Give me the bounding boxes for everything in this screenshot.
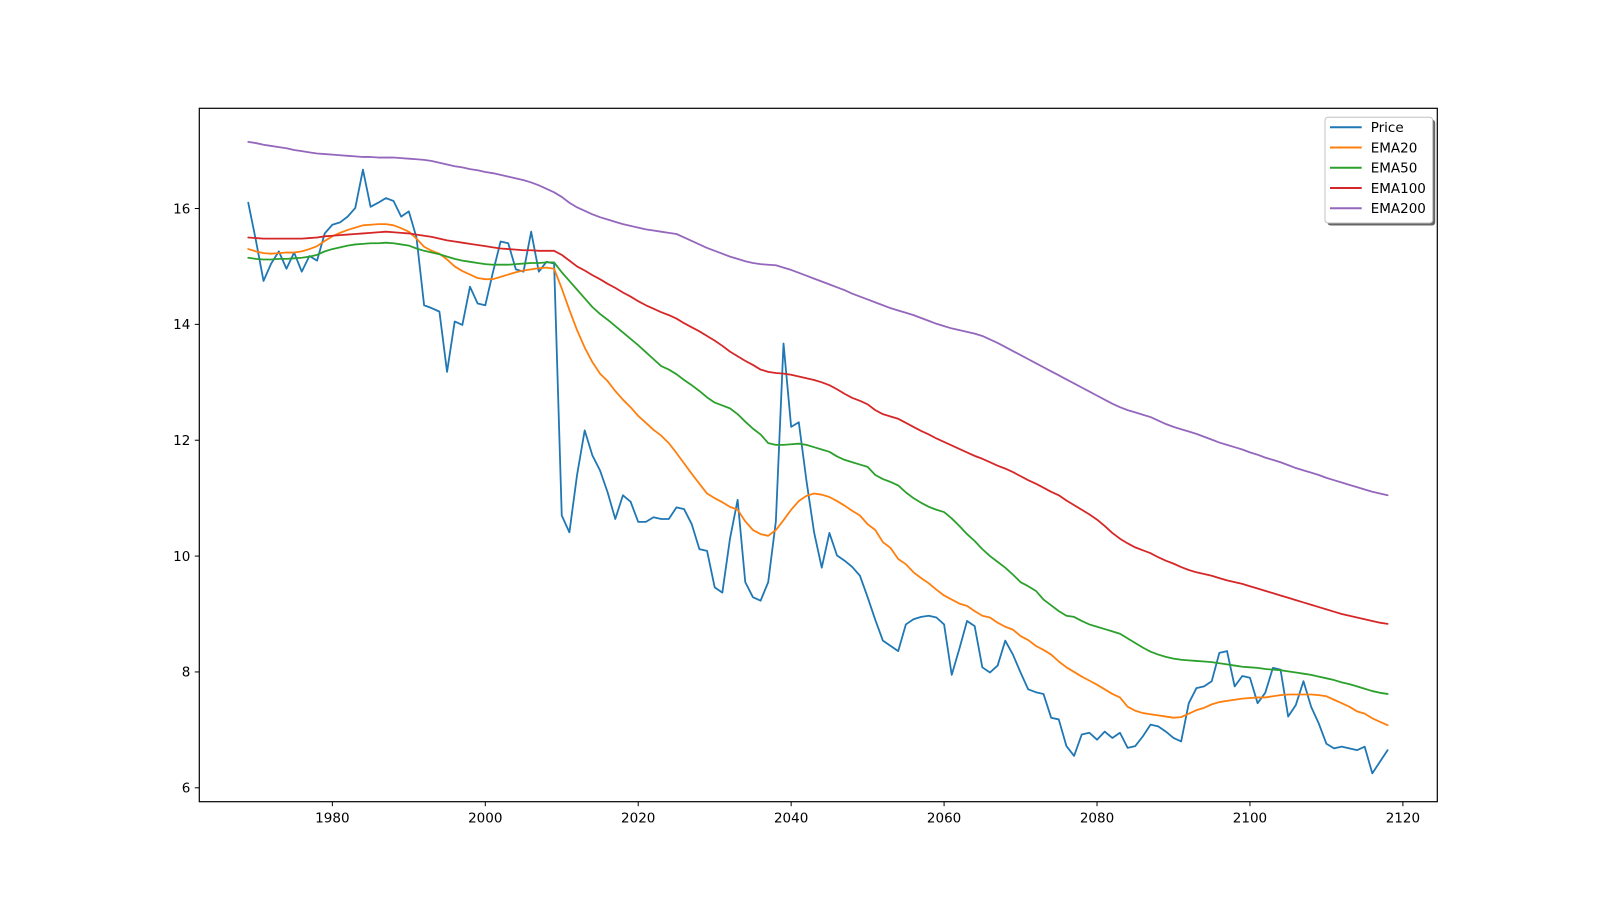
x-tick-label: 2020 xyxy=(621,811,655,827)
series-line-ema100 xyxy=(247,230,1389,625)
y-tick-label: 14 xyxy=(173,317,190,333)
x-tick-label: 2100 xyxy=(1233,811,1267,827)
series-line-ema50 xyxy=(247,241,1389,695)
y-tick-label: 16 xyxy=(173,201,190,217)
x-tick-label: 2000 xyxy=(468,811,502,827)
x-tick-label: 2060 xyxy=(927,811,961,827)
series-line-price xyxy=(247,168,1389,775)
x-tick-label: 1980 xyxy=(315,811,349,827)
y-tick-label: 6 xyxy=(182,781,191,797)
axes-spines xyxy=(198,107,1438,803)
legend-label-ema200: EMA200 xyxy=(1371,201,1426,217)
series-line-ema200 xyxy=(247,140,1389,497)
x-tick-label: 2040 xyxy=(774,811,808,827)
legend-label-ema20: EMA20 xyxy=(1371,140,1418,156)
y-tick-label: 12 xyxy=(173,433,190,449)
legend-box xyxy=(1324,116,1434,224)
x-tick-label: 2120 xyxy=(1386,811,1420,827)
x-tick-label: 2080 xyxy=(1080,811,1114,827)
legend-label-ema100: EMA100 xyxy=(1371,181,1426,197)
y-tick-label: 8 xyxy=(182,665,191,681)
legend-label-price: Price xyxy=(1371,120,1404,136)
legend-label-ema50: EMA50 xyxy=(1371,161,1418,177)
y-tick-label: 10 xyxy=(173,549,190,565)
